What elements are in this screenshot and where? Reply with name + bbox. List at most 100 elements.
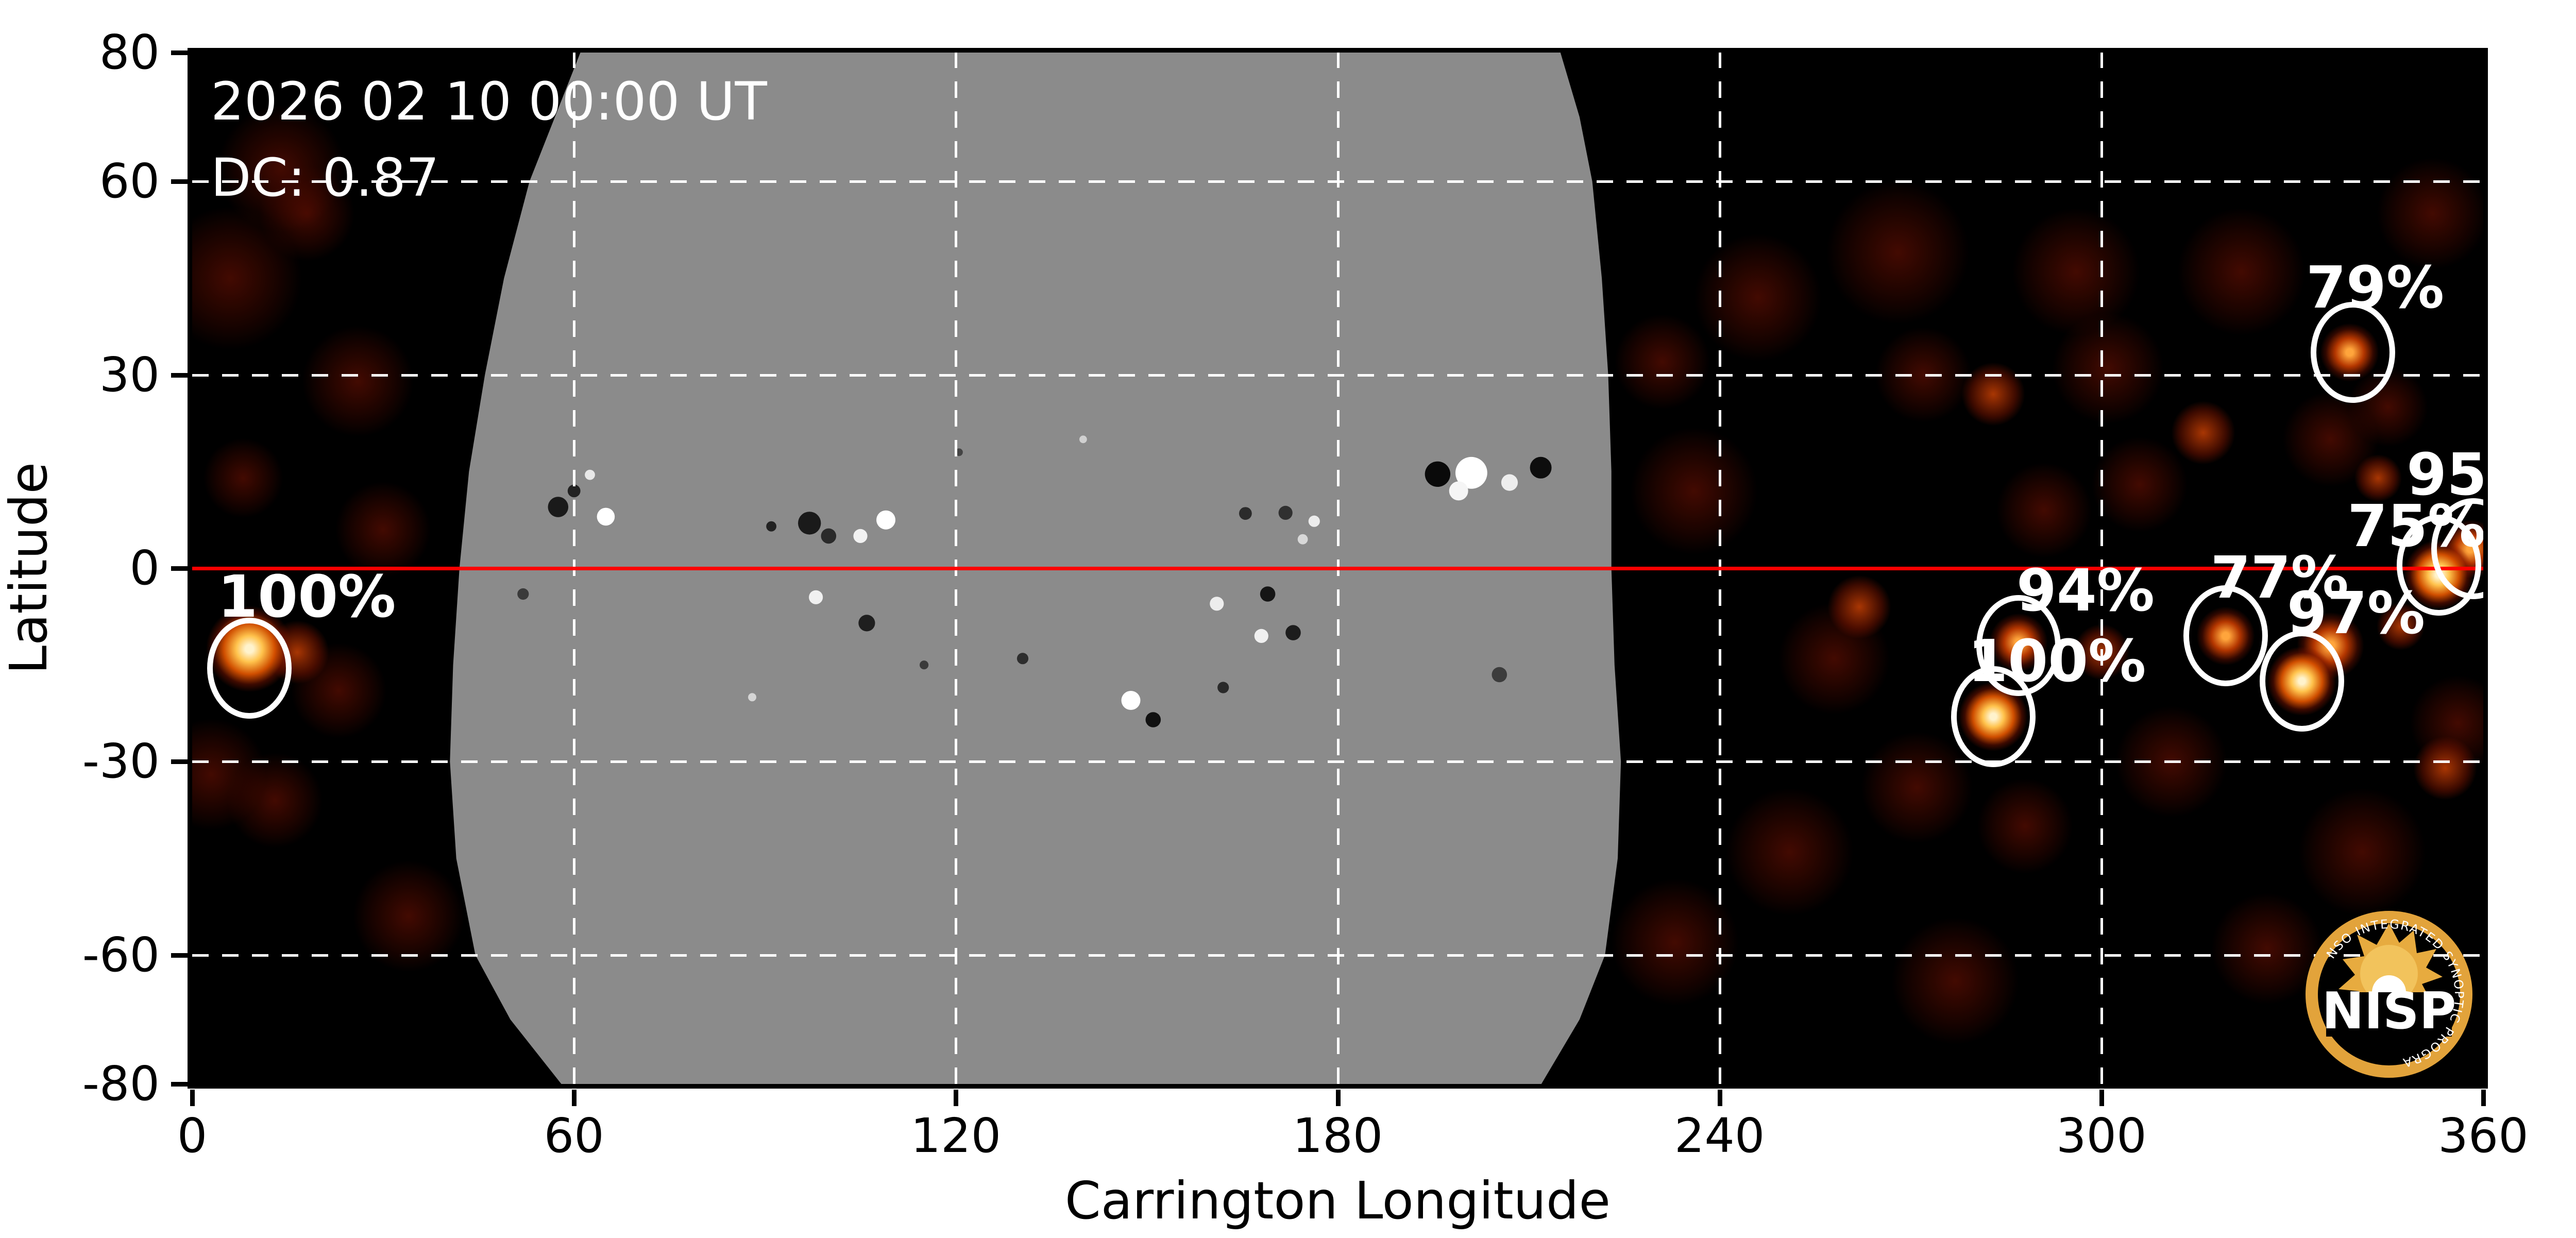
detection-label: 95% [2406,441,2483,508]
magnetogram-spot [1449,481,1468,501]
farside-blob [1601,301,1724,423]
x-tick-label: 180 [1292,1108,1383,1163]
magnetogram-spot [1254,629,1268,643]
x-tick [572,1090,577,1106]
magnetogram-spot [1145,712,1161,727]
detection-circle [2259,630,2344,732]
x-tick-label: 60 [544,1108,604,1163]
detection-label: 100% [1968,628,2146,696]
y-tick [171,759,188,765]
magnetogram-spot [821,528,837,544]
magnetogram-spot [1455,456,1487,489]
magnetogram-spot [1492,667,1507,683]
farside-blob [1873,899,2037,1062]
magnetogram-spot [548,497,569,517]
magnetogram-spot [798,512,821,535]
x-axis-title: Carrington Longitude [1064,1171,1611,1231]
farside-blob [2160,190,2323,353]
plot-area: 2026 02 10 00:00 UT DC: 0.87 NISP NSO IN… [192,53,2483,1084]
magnetogram-spot [809,590,823,604]
x-tick-label: 360 [2438,1108,2529,1163]
magnetogram-spot [920,660,929,670]
detection-circle [2183,585,2268,687]
detection-circle [207,617,292,719]
detection-circle [2310,301,2395,403]
nisp-ring [2306,911,2472,1078]
y-tick [171,179,188,184]
farside-blob [337,845,480,988]
y-tick [171,566,188,571]
y-tick-label: -30 [82,734,160,789]
x-tick [954,1090,959,1106]
magnetogram-spot [853,529,868,543]
magnetogram-spot [1121,691,1141,710]
x-tick [1335,1090,1341,1106]
farside-blob [1613,409,1776,572]
magnetogram-spot [1260,586,1276,602]
farside-blob [2361,142,2483,285]
magnetogram-spot [1016,653,1029,665]
nisp-wordmark: NISP [2322,982,2456,1041]
y-tick-label: 60 [99,154,160,209]
farside-blob [213,739,336,862]
farside-blob [245,152,368,275]
magnetogram-spot [1285,625,1301,640]
x-tick-label: 240 [1674,1108,1765,1163]
nisp-band [2326,992,2452,1037]
y-tick [171,953,188,958]
farside-blob [2347,447,2409,509]
farside-blob [1806,161,1990,344]
magnetogram-spot [748,693,756,702]
magnetogram-spot [1239,507,1252,520]
farside-blob [2036,297,2179,440]
nisp-logo: NISP NSO INTEGRATED SYNOPTIC PROGRAM [2306,911,2472,1078]
magnetogram-spot [1501,474,1518,491]
magnetogram-spot [1308,515,1320,527]
detection-label: 79% [2306,254,2445,321]
equator-line [192,567,2483,570]
detection-label: 94% [2016,557,2155,624]
timestamp-annotation: 2026 02 10 00:00 UT DC: 0.87 [211,64,767,216]
y-tick [171,1082,188,1087]
magnetogram-spot [1425,461,1451,487]
detection-label: 75% [2347,493,2483,560]
farside-blob [2404,727,2483,809]
magnetogram-spot [858,615,875,632]
y-tick-label: 80 [99,25,160,80]
magnetogram-spot [585,469,595,480]
detection-label: 97% [2286,580,2425,647]
x-tick [2099,1090,2104,1106]
farside-blob [286,310,429,453]
y-tick [171,50,188,55]
nisp-sun-core [2372,975,2406,992]
x-tick-label: 300 [2056,1108,2147,1163]
magnetogram-spot [1079,435,1087,444]
y-tick-label: 0 [129,540,160,596]
x-tick [190,1090,195,1106]
x-tick-label: 0 [177,1108,208,1163]
y-tick [171,372,188,378]
magnetogram-spot [876,510,895,530]
farside-blob [1964,765,2087,888]
detection-label: 77% [2210,544,2349,612]
detection-circle [1951,666,2036,767]
dc-text: DC: 0.87 [211,147,439,209]
timestamp-text: 2026 02 10 00:00 UT [211,71,767,132]
detection-label: 100% [217,564,396,631]
x-tick [1717,1090,1722,1106]
x-tick-label: 120 [910,1108,1002,1163]
magnetogram-spot [1217,682,1229,693]
y-tick-label: 30 [99,347,160,402]
farside-blob [2162,392,2244,474]
magnetogram-spot [597,507,615,526]
x-tick [2481,1090,2486,1106]
farside-blob [1952,353,2034,435]
magnetogram-spot [1530,456,1552,479]
farside-blob [1819,566,1901,648]
magnetogram-spot [1210,597,1224,611]
farside-blob [192,427,294,529]
magnetogram-spot [1278,505,1293,520]
y-tick-label: -60 [82,927,160,982]
magnetogram-spot [517,588,529,600]
